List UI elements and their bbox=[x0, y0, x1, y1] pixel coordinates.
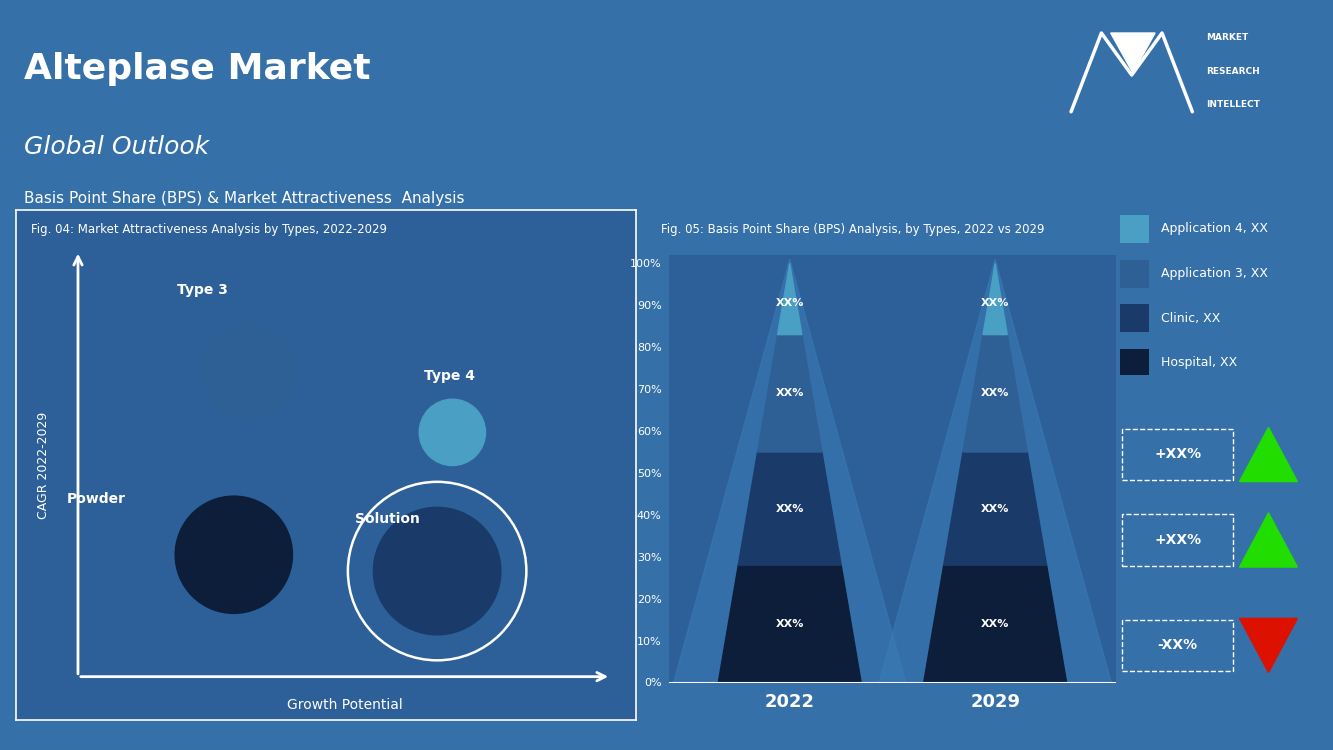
Text: XX%: XX% bbox=[981, 503, 1009, 514]
Text: Application 3, XX: Application 3, XX bbox=[1161, 267, 1268, 280]
Polygon shape bbox=[718, 566, 861, 682]
Text: Alteplase Market: Alteplase Market bbox=[24, 53, 371, 86]
Polygon shape bbox=[1240, 513, 1297, 567]
FancyBboxPatch shape bbox=[1120, 349, 1149, 376]
Text: Application 4, XX: Application 4, XX bbox=[1161, 223, 1268, 236]
Text: Type 4: Type 4 bbox=[424, 370, 476, 383]
Text: -XX%: -XX% bbox=[1157, 638, 1197, 652]
Polygon shape bbox=[777, 263, 802, 334]
Text: XX%: XX% bbox=[776, 619, 804, 628]
Polygon shape bbox=[878, 260, 1112, 682]
Text: Fig. 04: Market Attractiveness Analysis by Types, 2022-2029: Fig. 04: Market Attractiveness Analysis … bbox=[32, 223, 388, 236]
Text: CAGR 2022-2029: CAGR 2022-2029 bbox=[37, 411, 51, 519]
Text: XX%: XX% bbox=[981, 388, 1009, 398]
Text: +XX%: +XX% bbox=[1154, 533, 1201, 547]
Text: XX%: XX% bbox=[776, 298, 804, 308]
FancyBboxPatch shape bbox=[1120, 304, 1149, 332]
Polygon shape bbox=[738, 452, 841, 566]
FancyBboxPatch shape bbox=[1120, 260, 1149, 287]
FancyBboxPatch shape bbox=[1120, 215, 1149, 243]
Text: Clinic, XX: Clinic, XX bbox=[1161, 311, 1221, 325]
Text: XX%: XX% bbox=[981, 298, 1009, 308]
Text: +XX%: +XX% bbox=[1154, 448, 1201, 461]
Ellipse shape bbox=[175, 496, 292, 614]
Polygon shape bbox=[982, 263, 1008, 334]
Text: Global Outlook: Global Outlook bbox=[24, 135, 209, 159]
Polygon shape bbox=[944, 452, 1046, 566]
Ellipse shape bbox=[373, 507, 501, 634]
Text: Solution: Solution bbox=[356, 512, 420, 526]
Text: Fig. 05: Basis Point Share (BPS) Analysis, by Types, 2022 vs 2029: Fig. 05: Basis Point Share (BPS) Analysi… bbox=[661, 223, 1044, 236]
Text: XX%: XX% bbox=[981, 619, 1009, 628]
Polygon shape bbox=[757, 334, 822, 452]
Text: Basis Point Share (BPS) & Market Attractiveness  Analysis: Basis Point Share (BPS) & Market Attract… bbox=[24, 191, 464, 206]
Polygon shape bbox=[673, 260, 906, 682]
Polygon shape bbox=[924, 566, 1066, 682]
Text: INTELLECT: INTELLECT bbox=[1206, 100, 1260, 109]
Polygon shape bbox=[962, 334, 1028, 452]
Polygon shape bbox=[1240, 618, 1297, 673]
Polygon shape bbox=[1110, 33, 1156, 73]
Text: Growth Potential: Growth Potential bbox=[287, 698, 403, 712]
Text: RESEARCH: RESEARCH bbox=[1206, 67, 1260, 76]
Text: Hospital, XX: Hospital, XX bbox=[1161, 356, 1237, 369]
Ellipse shape bbox=[419, 399, 485, 466]
Text: XX%: XX% bbox=[776, 503, 804, 514]
Text: MARKET: MARKET bbox=[1206, 33, 1249, 42]
Text: XX%: XX% bbox=[776, 388, 804, 398]
Text: Type 3: Type 3 bbox=[176, 283, 228, 297]
Polygon shape bbox=[1240, 427, 1297, 482]
Ellipse shape bbox=[200, 322, 297, 419]
Text: Powder: Powder bbox=[67, 492, 127, 506]
